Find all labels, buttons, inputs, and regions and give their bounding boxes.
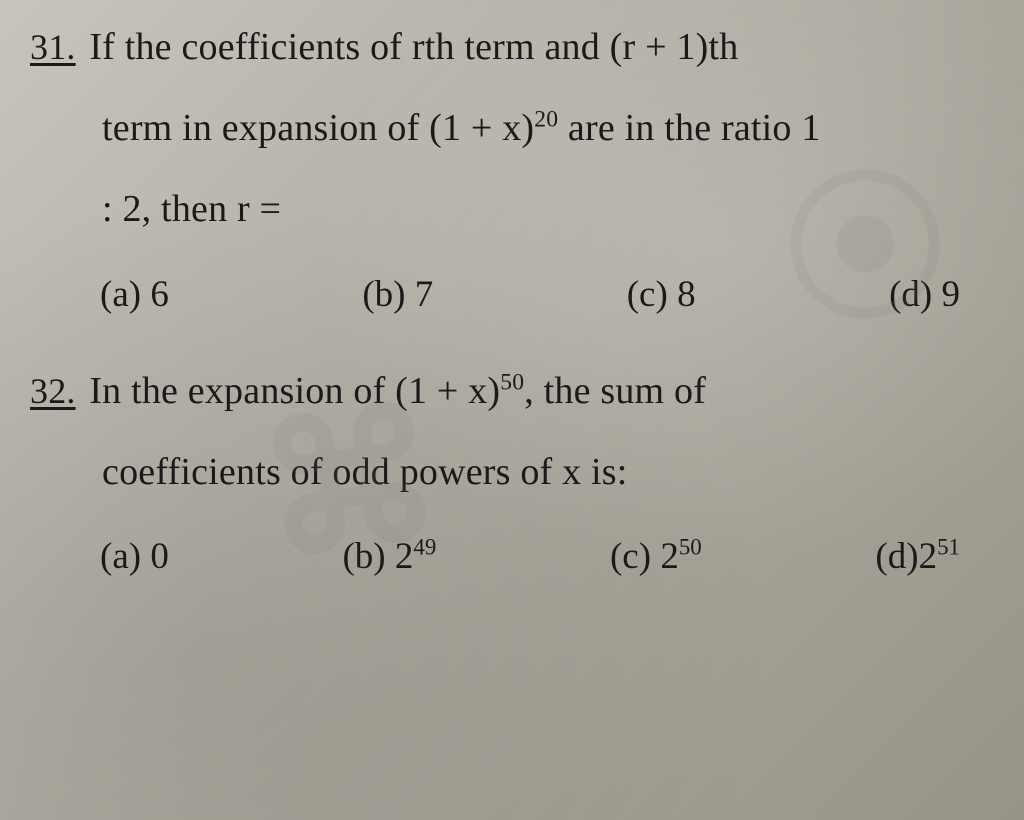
option-value-base: 2: [395, 536, 414, 577]
option-value-base: 2: [660, 536, 679, 577]
option-label: (a): [100, 274, 141, 315]
q32-option-a: (a) 0: [100, 535, 169, 578]
q32-option-c: (c) 250: [610, 535, 702, 578]
question-32: 32. In the expansion of (1 + x)50, the s…: [30, 362, 1000, 579]
question-31: 31. If the coefficients of rth term and …: [30, 18, 1000, 316]
q31-text-line2b: are in the ratio 1: [558, 107, 820, 149]
option-label: (a): [100, 536, 141, 577]
option-value: 6: [150, 274, 169, 315]
q32-text-line1a: In the expansion of (1 + x): [89, 370, 500, 412]
option-value: 0: [150, 536, 169, 577]
q32-text-line2: coefficients of odd powers of x is:: [102, 451, 628, 493]
option-label: (d): [875, 536, 918, 577]
q31-option-d: (d) 9: [889, 273, 960, 316]
option-label: (c): [627, 274, 668, 315]
option-value-exp: 51: [937, 535, 960, 560]
option-value-base: 2: [919, 536, 938, 577]
q32-exponent-50: 50: [500, 369, 524, 395]
q31-exponent-20: 20: [534, 106, 558, 132]
q31-text-line2a: term in expansion of (1 + x): [102, 107, 534, 149]
option-label: (b): [362, 274, 405, 315]
q31-option-a: (a) 6: [100, 273, 169, 316]
q31-option-b: (b) 7: [362, 273, 433, 316]
q31-text-line1: If the coefficients of rth term and (r +…: [89, 26, 738, 68]
option-value: 8: [677, 274, 696, 315]
q31-text-line3: : 2, then r =: [102, 188, 281, 230]
q31-options: (a) 6 (b) 7 (c) 8 (d) 9: [30, 273, 1000, 316]
option-value: 9: [941, 274, 960, 315]
q31-line3: : 2, then r =: [30, 180, 1000, 239]
q32-line2: coefficients of odd powers of x is:: [30, 443, 1000, 502]
page: ⦿ ⌘ 31. If the coefficients of rth term …: [0, 0, 1024, 820]
option-value-exp: 49: [413, 535, 436, 560]
option-label: (b): [342, 536, 385, 577]
option-label: (c): [610, 536, 651, 577]
q31-line2: term in expansion of (1 + x)20 are in th…: [30, 99, 1000, 158]
q31-option-c: (c) 8: [627, 273, 696, 316]
q32-option-d: (d)251: [875, 535, 960, 578]
option-label: (d): [889, 274, 932, 315]
option-value-exp: 50: [679, 535, 702, 560]
q32-option-b: (b) 249: [342, 535, 436, 578]
q32-options: (a) 0 (b) 249 (c) 250 (d)251: [30, 535, 1000, 578]
q32-line1: 32. In the expansion of (1 + x)50, the s…: [30, 362, 1000, 421]
q32-number: 32.: [30, 371, 76, 411]
option-value: 7: [415, 274, 434, 315]
q31-number: 31.: [30, 27, 76, 67]
q32-text-line1b: , the sum of: [524, 370, 706, 412]
q31-line1: 31. If the coefficients of rth term and …: [30, 18, 1000, 77]
